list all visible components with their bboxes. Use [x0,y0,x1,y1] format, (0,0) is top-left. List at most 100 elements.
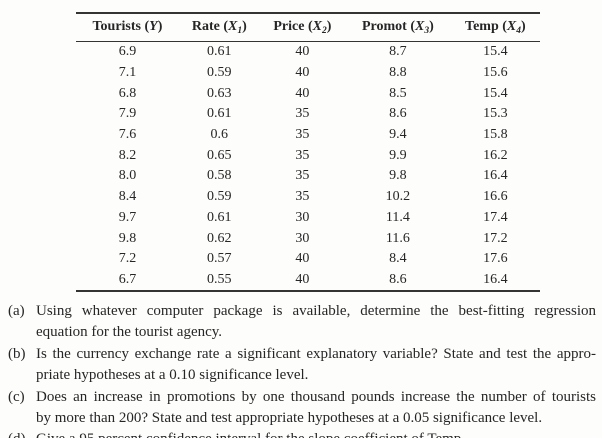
table-row: 7.9 0.61 35 8.6 15.3 [76,104,540,125]
variable-symbol: X [506,19,517,34]
table-cell: 6.9 [118,44,137,60]
table-cell: 0.6 [210,127,229,143]
table-cell: 16.2 [483,147,508,163]
question-line: equation for the tourist agency. [36,324,223,341]
tourist-data-table: Tourists (Y) Rate (X1) Price (X2) Promot (X… [76,12,540,293]
table-cell: 7.2 [118,251,137,267]
table-cell: 30 [295,209,310,225]
question-label: (d) [8,429,34,438]
question-item: (b) Is the currency exchange rate a signi… [8,344,596,387]
table-cell: 0.58 [207,168,232,184]
table-cell: 0.55 [207,271,232,287]
column-header: Temp (X4) [450,13,540,42]
table-cell: 8.6 [389,271,407,287]
table-cell: 40 [295,44,310,60]
question-list: (a) Using whatever computer package is av… [8,301,596,438]
table-cell: 11.6 [385,230,410,246]
table-row: 6.9 0.61 40 8.7 15.4 [76,42,540,63]
table-cell: 0.65 [207,147,232,163]
table-cell: 15.6 [483,65,508,81]
table-cell: 35 [295,127,310,143]
variable-subscript: 1 [237,26,243,36]
table-cell: 6.7 [118,271,137,287]
question-item: (a) Using whatever computer package is av… [8,301,596,344]
table-cell: 40 [295,65,310,81]
table-cell: 16.4 [483,168,508,184]
table-row: 9.8 0.62 30 11.6 17.2 [76,228,540,249]
question-item: (d)Give a 95 percent confidence interval… [8,429,596,438]
table-cell: 15.4 [483,85,508,101]
table-body: 6.9 0.61 40 8.7 15.4 7.1 0.59 40 8.8 15.6 6.8 0.63 4… [76,42,540,292]
table-cell: 17.2 [483,230,508,246]
question-label: (c) [8,388,25,405]
question-line: by more than 200? State and test appropr… [36,410,543,427]
table-cell: 8.4 [118,189,137,205]
table-row: 8.0 0.58 35 9.8 16.4 [76,166,540,187]
column-header: Rate (X1) [178,13,260,42]
variable-symbol: X [227,19,238,34]
question-label: (a) [8,303,25,319]
table-cell: 15.3 [483,106,508,122]
table-cell: 7.9 [118,106,137,122]
question-label: (b) [8,345,26,362]
table-cell: 11.4 [385,209,410,225]
question-line: Is the currency exchange rate a signific… [36,345,596,362]
table-cell: 40 [295,85,310,101]
table-cell: 40 [295,251,310,267]
table-cell: 0.61 [207,209,232,225]
table-cell: 35 [295,147,310,163]
table-cell: 8.2 [118,147,137,163]
table-cell: 0.61 [207,106,232,122]
table-cell: 9.9 [389,147,407,163]
table-row: 6.8 0.63 40 8.5 15.4 [76,83,540,104]
question-line: Give a 95 percent confidence interval fo… [36,429,596,438]
table-cell: 0.62 [207,230,232,246]
table-cell: 0.61 [207,44,232,60]
variable-symbol: X [312,19,322,34]
table-cell: 8.8 [389,65,407,81]
table-cell: 30 [295,230,310,246]
table-cell: 10.2 [385,189,411,205]
question-line: priate hypotheses at a 0.10 significance… [36,367,309,384]
table-cell: 0.59 [207,189,232,205]
table-row: 6.7 0.55 40 8.6 16.4 [76,270,540,292]
question-line: Does an increase in promotions by one th… [36,388,596,405]
table-cell: 8.6 [389,106,407,122]
table-row: 7.1 0.59 40 8.8 15.6 [76,63,540,84]
table-row: 7.6 0.6 35 9.4 15.8 [76,125,540,146]
table-cell: 35 [295,106,310,122]
table-cell: 35 [295,168,310,184]
question-line: Using whatever computer package is avail… [36,303,596,319]
table-cell: 9.4 [389,127,407,143]
column-header: Promot (X3) [345,13,451,42]
table-cell: 8.0 [118,168,137,184]
question-item: (c) Does an increase in promotions by one… [8,387,596,430]
column-header: Tourists (Y) [76,13,179,42]
variable-symbol: Y [149,19,158,34]
table-row: 9.7 0.61 30 11.4 17.4 [76,208,540,229]
table-header-row: Tourists (Y) Rate (X1) Price (X2) Promot (X… [76,13,540,42]
table-cell: 8.7 [389,44,407,60]
variable-subscript: 3 [424,26,430,36]
table-row: 7.2 0.57 40 8.4 17.6 [76,249,540,270]
table-cell: 16.6 [483,189,508,205]
table-cell: 17.6 [483,251,508,267]
variable-subscript: 4 [516,26,521,36]
table-cell: 17.4 [483,209,508,225]
table-cell: 9.8 [118,230,137,246]
table-cell: 7.6 [118,127,137,143]
table-cell: 6.8 [118,85,137,101]
table-cell: 8.4 [389,251,407,267]
table-cell: 40 [295,271,310,287]
table-row: 8.2 0.65 35 9.9 16.2 [76,145,540,166]
variable-subscript: 2 [321,26,327,36]
table-cell: 8.5 [389,85,407,101]
table-cell: 9.7 [118,209,137,225]
table-cell: 0.63 [207,85,232,101]
variable-symbol: X [415,19,425,34]
table-cell: 35 [295,189,310,205]
table-cell: 9.8 [389,168,407,184]
table-cell: 7.1 [118,65,137,81]
column-header: Price (X2) [259,13,346,42]
table-cell: 16.4 [483,271,508,287]
